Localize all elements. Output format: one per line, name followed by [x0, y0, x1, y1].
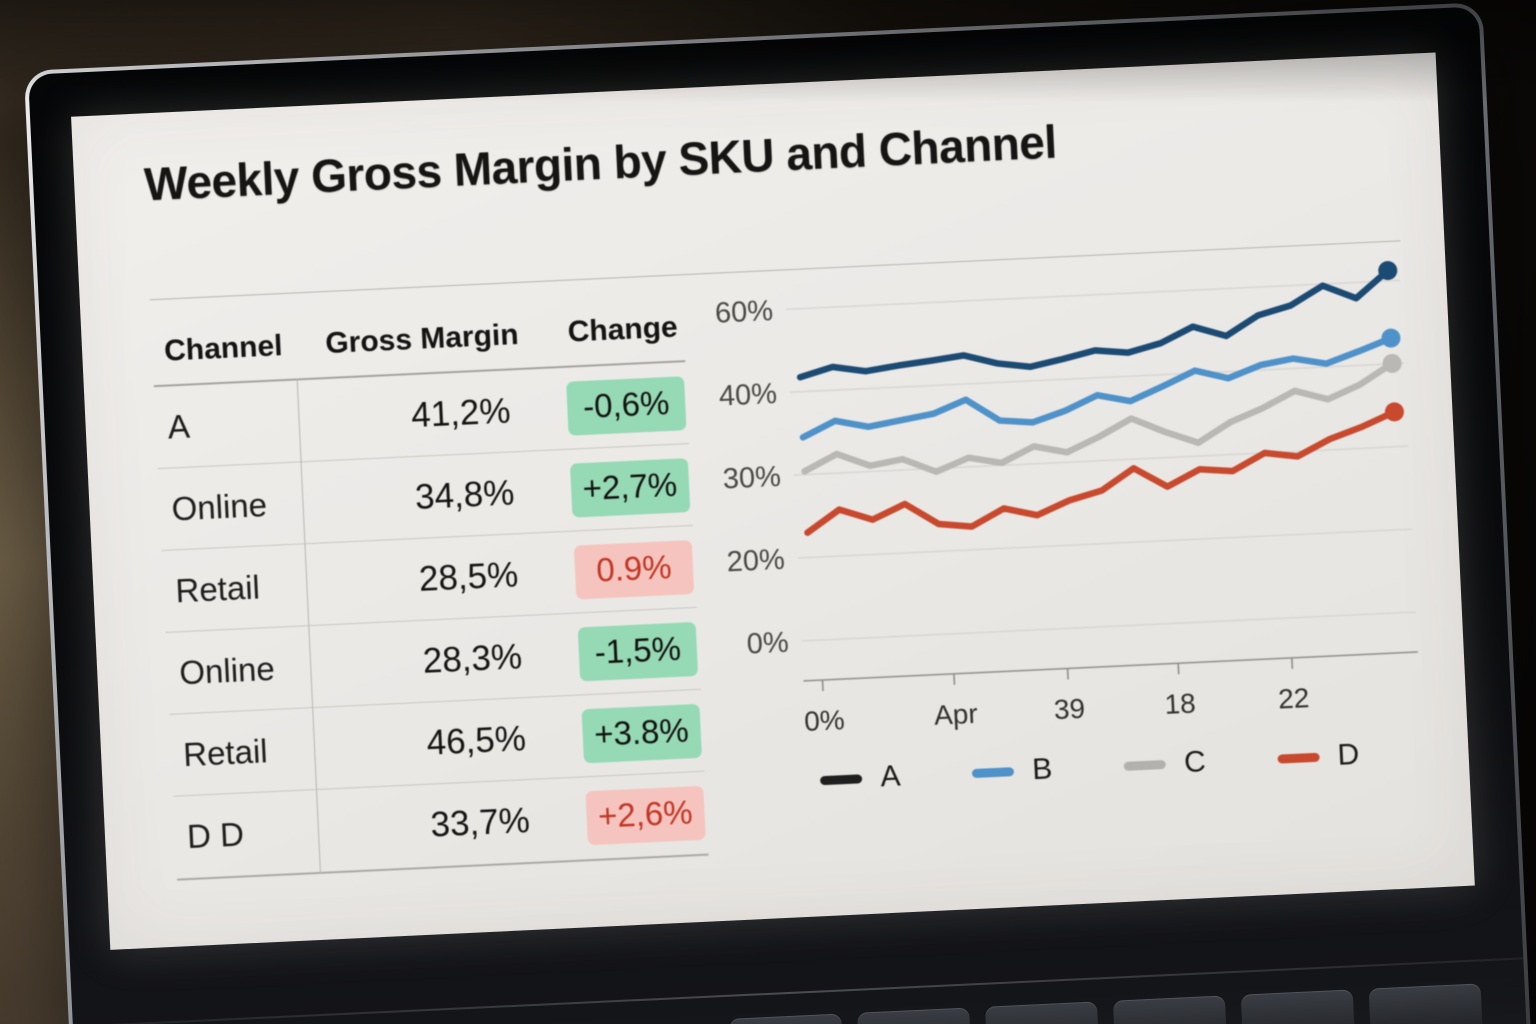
keyboard-key [857, 1007, 972, 1024]
legend-label-B: B [1031, 752, 1053, 787]
legend-label-C: C [1183, 745, 1207, 780]
change-badge: -0,6% [566, 375, 687, 436]
col-header-gross-margin: Gross Margin [324, 317, 520, 361]
change-badge: +2,6% [584, 785, 706, 846]
x-axis-tick [1066, 668, 1069, 680]
series-endpoint-C [1382, 353, 1402, 373]
channel-cell: Retail [174, 567, 261, 609]
legend-item-D: D [1277, 738, 1360, 776]
keyboard-key [729, 1013, 844, 1024]
legend-item-B: B [971, 752, 1053, 790]
change-badge: +3.8% [581, 703, 702, 763]
change-cell: -0,6% [566, 375, 687, 436]
y-axis-label: 60% [714, 295, 773, 330]
laptop-screen: Weekly Gross Margin by SKU and Channel C… [71, 52, 1475, 950]
gross-margin-cell: 28,5% [418, 554, 520, 599]
gridline [797, 528, 1412, 559]
y-axis-label: 30% [722, 461, 781, 496]
col-header-channel: Channel [163, 329, 284, 368]
legend-item-A: A [820, 759, 902, 797]
laptop-bezel: Weekly Gross Margin by SKU and Channel C… [28, 6, 1528, 1024]
gross-margin-cell: 46,5% [425, 718, 527, 763]
keyboard-keys [74, 981, 1528, 1024]
series-endpoint-B [1381, 328, 1401, 348]
x-axis-label: 39 [1053, 693, 1086, 725]
keyboard-key [1368, 983, 1484, 1024]
change-badge: -1,5% [577, 621, 699, 681]
x-axis-label: Apr [933, 698, 978, 731]
change-cell: +2,6% [584, 785, 706, 846]
change-badge: 0.9% [573, 539, 695, 600]
series-endpoint-D [1384, 402, 1404, 422]
series-line-A [796, 267, 1392, 381]
channel-cell: Retail [182, 731, 269, 773]
legend-swatch-B [972, 766, 1015, 778]
x-axis-label: 22 [1277, 682, 1310, 714]
keyboard-key [1112, 995, 1228, 1024]
gross-margin-cell: 34,8% [414, 472, 516, 517]
gridline [789, 362, 1405, 393]
change-badge: +2,7% [569, 457, 691, 518]
series-line-B [799, 334, 1395, 441]
x-axis-tick [953, 673, 956, 685]
margin-table-body: A 41,2% -0,6% Online 34,8% +2,7% Retail … [153, 362, 709, 881]
y-axis-label: 20% [726, 544, 785, 579]
y-axis-label: 40% [718, 378, 777, 413]
x-axis-label: 0% [803, 704, 845, 737]
page-title: Weekly Gross Margin by SKU and Channel [143, 115, 1058, 211]
legend-label-A: A [879, 759, 902, 794]
gridline [785, 279, 1401, 311]
x-axis-tick [1291, 657, 1294, 669]
legend-swatch-C [1123, 759, 1167, 771]
gross-margin-cell: 33,7% [429, 801, 531, 845]
y-axis-label: 0% [746, 627, 789, 661]
channel-cell: A [166, 407, 191, 446]
keyboard-key [1240, 989, 1356, 1024]
channel-cell: Online [170, 485, 268, 527]
margin-trend-plot: 60% 40% 30% 20% 0% 0% Apr 39 18 22 [714, 261, 1418, 737]
x-axis-line [803, 651, 1418, 682]
margin-table: Channel Gross Margin Change A 41,2% -0,6… [151, 302, 709, 881]
keyboard-key [984, 1001, 1100, 1024]
channel-cell: Online [178, 649, 276, 691]
gross-margin-cell: 41,2% [410, 390, 512, 435]
margin-trend-chart: 60% 40% 30% 20% 0% 0% Apr 39 18 22 A B C D [710, 253, 1451, 866]
series-line-C [801, 360, 1396, 476]
channel-cell: D D [186, 815, 245, 856]
legend-swatch-A [820, 773, 863, 785]
col-header-change: Change [566, 310, 679, 349]
legend-item-C: C [1123, 745, 1206, 783]
gridline [801, 611, 1416, 642]
change-cell: 0.9% [573, 539, 695, 600]
legend-swatch-D [1277, 752, 1320, 764]
gross-margin-cell: 28,3% [421, 636, 523, 681]
series-endpoint-A [1378, 261, 1398, 281]
change-cell: +2,7% [569, 457, 691, 518]
legend-label-D: D [1336, 737, 1360, 772]
x-axis-label: 18 [1164, 687, 1197, 719]
x-axis-tick [821, 679, 824, 692]
x-axis-tick [1177, 663, 1180, 675]
series-line-D [804, 408, 1398, 536]
change-cell: +3.8% [581, 703, 702, 763]
laptop: Weekly Gross Margin by SKU and Channel C… [23, 2, 1533, 1024]
change-cell: -1,5% [577, 621, 699, 681]
dashboard: Weekly Gross Margin by SKU and Channel C… [71, 52, 1475, 949]
